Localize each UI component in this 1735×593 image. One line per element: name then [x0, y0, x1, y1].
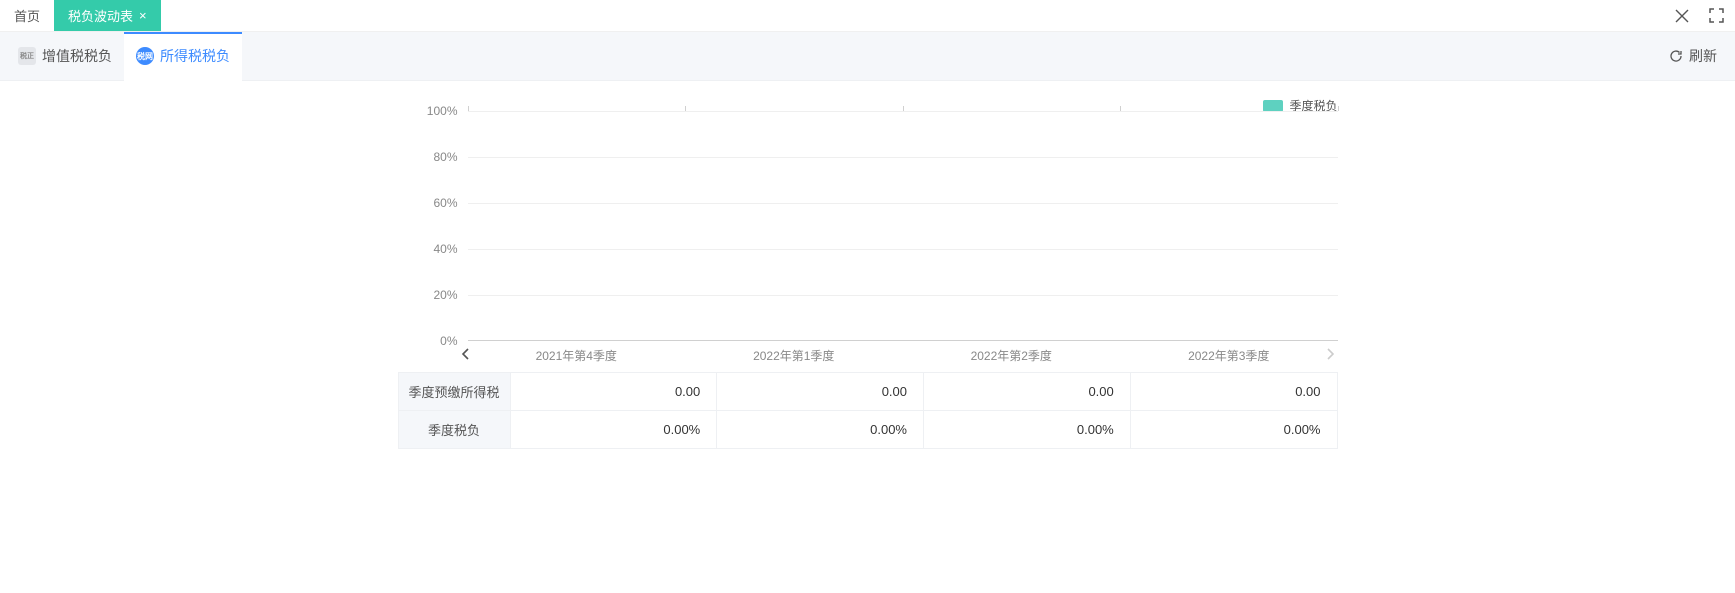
y-tick-label: 100% — [427, 104, 458, 118]
table-row: 季度税负0.00%0.00%0.00%0.00% — [398, 411, 1337, 449]
x-tick — [1120, 106, 1121, 111]
legend-swatch — [1263, 100, 1283, 112]
x-tick — [468, 106, 469, 111]
tab-active-label: 税负波动表 — [68, 6, 133, 25]
table-cell: 0.00% — [717, 411, 924, 449]
document-icon: 税网 — [136, 47, 154, 65]
x-tick — [903, 106, 904, 111]
tab-home-label: 首页 — [14, 6, 40, 25]
content-area: 季度税负 0%20%40%60%80%100% 2021年第4季度2022年第1… — [0, 81, 1735, 449]
refresh-icon — [1669, 49, 1683, 63]
x-tick — [1338, 106, 1339, 111]
toolbar: 税正 增值税税负 税网 所得税税负 刷新 — [0, 32, 1735, 81]
chevron-left-icon[interactable] — [454, 342, 478, 366]
table-row: 季度预缴所得税0.000.000.000.00 — [398, 373, 1337, 411]
refresh-button[interactable]: 刷新 — [1669, 46, 1717, 66]
table-cell: 0.00% — [510, 411, 717, 449]
y-axis: 0%20%40%60%80%100% — [398, 111, 463, 341]
y-tick-label: 40% — [433, 242, 457, 256]
sub-tab-vat[interactable]: 税正 增值税税负 — [6, 32, 124, 81]
tab-active[interactable]: 税负波动表 × — [54, 0, 161, 31]
gridline — [468, 157, 1338, 158]
y-tick-label: 20% — [433, 288, 457, 302]
table-cell: 0.00 — [717, 373, 924, 411]
x-tick-label: 2022年第1季度 — [685, 341, 903, 366]
gridline — [468, 249, 1338, 250]
data-table: 季度预缴所得税0.000.000.000.00季度税负0.00%0.00%0.0… — [398, 372, 1338, 449]
chart: 季度税负 0%20%40%60%80%100% 2021年第4季度2022年第1… — [398, 91, 1338, 366]
close-icon[interactable]: × — [139, 9, 147, 22]
row-header: 季度税负 — [398, 411, 510, 449]
gridline — [468, 203, 1338, 204]
table-cell: 0.00% — [924, 411, 1131, 449]
sub-tab-label: 所得税税负 — [160, 46, 230, 66]
x-tick-label: 2021年第4季度 — [468, 341, 686, 366]
x-axis: 2021年第4季度2022年第1季度2022年第2季度2022年第3季度 — [468, 341, 1338, 366]
tab-home[interactable]: 首页 — [0, 0, 54, 31]
fullscreen-icon[interactable] — [1703, 3, 1729, 29]
x-tick-label: 2022年第2季度 — [903, 341, 1121, 366]
gridline — [468, 295, 1338, 296]
chevron-right-icon[interactable] — [1318, 342, 1342, 366]
sub-tab-label: 增值税税负 — [42, 46, 112, 66]
y-tick-label: 80% — [433, 150, 457, 164]
y-tick-label: 60% — [433, 196, 457, 210]
page-tab-strip: 首页 税负波动表 × — [0, 0, 1735, 32]
plot-area — [468, 111, 1338, 341]
table-cell: 0.00 — [924, 373, 1131, 411]
document-icon: 税正 — [18, 47, 36, 65]
table-cell: 0.00 — [510, 373, 717, 411]
close-panel-icon[interactable] — [1669, 3, 1695, 29]
table-body: 季度预缴所得税0.000.000.000.00季度税负0.00%0.00%0.0… — [398, 373, 1337, 449]
table-cell: 0.00 — [1130, 373, 1337, 411]
x-tick-label: 2022年第3季度 — [1120, 341, 1338, 366]
gridline — [468, 111, 1338, 112]
row-header: 季度预缴所得税 — [398, 373, 510, 411]
table-cell: 0.00% — [1130, 411, 1337, 449]
sub-tab-income-tax[interactable]: 税网 所得税税负 — [124, 32, 242, 81]
refresh-label: 刷新 — [1689, 46, 1717, 66]
x-tick — [685, 106, 686, 111]
